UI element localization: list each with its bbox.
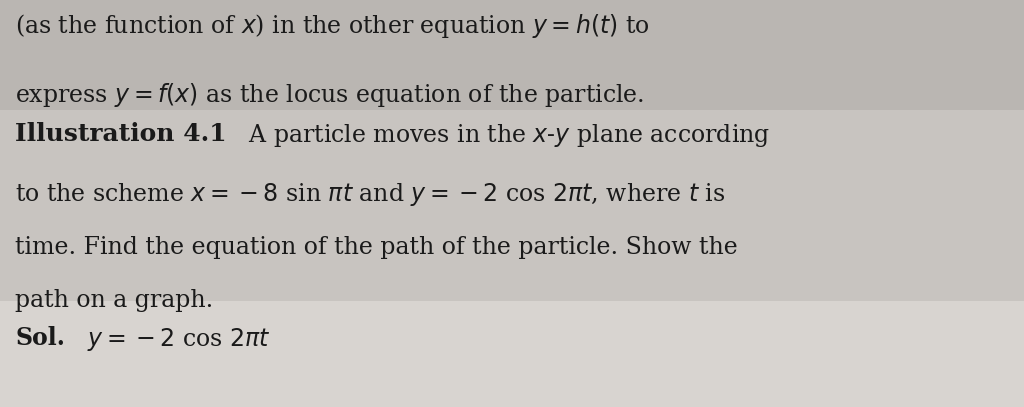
FancyBboxPatch shape	[0, 110, 1024, 301]
Text: $y = -2$ cos $2 \pi t$: $y = -2$ cos $2 \pi t$	[87, 326, 270, 352]
Text: path on a graph.: path on a graph.	[15, 289, 214, 312]
FancyBboxPatch shape	[0, 301, 1024, 407]
Text: A particle moves in the $x$-$y$ plane according: A particle moves in the $x$-$y$ plane ac…	[241, 122, 770, 149]
Text: express $y = f(x)$ as the locus equation of the particle.: express $y = f(x)$ as the locus equation…	[15, 81, 644, 109]
Text: (as the function of $x$) in the other equation $y = h(t)$ to: (as the function of $x$) in the other eq…	[15, 12, 650, 40]
Text: Sol.: Sol.	[15, 326, 66, 350]
Text: time. Find the equation of the path of the particle. Show the: time. Find the equation of the path of t…	[15, 236, 738, 259]
Text: to the scheme $x = -8$ sin $\pi t$ and $y = -2$ cos $2\pi t$, where $t$ is: to the scheme $x = -8$ sin $\pi t$ and $…	[15, 181, 726, 208]
FancyBboxPatch shape	[0, 0, 1024, 130]
Text: Illustration 4.1: Illustration 4.1	[15, 122, 227, 146]
